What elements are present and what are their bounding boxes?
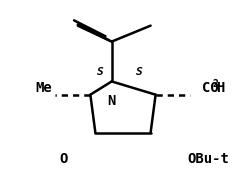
Text: S: S — [136, 67, 142, 77]
Text: S: S — [97, 67, 103, 77]
Text: OBu-t: OBu-t — [186, 152, 228, 166]
Text: CO: CO — [201, 81, 218, 95]
Text: 2: 2 — [212, 79, 218, 89]
Text: H: H — [216, 81, 224, 95]
Text: O: O — [60, 152, 68, 166]
Text: Me: Me — [36, 81, 52, 95]
Text: N: N — [107, 94, 116, 108]
